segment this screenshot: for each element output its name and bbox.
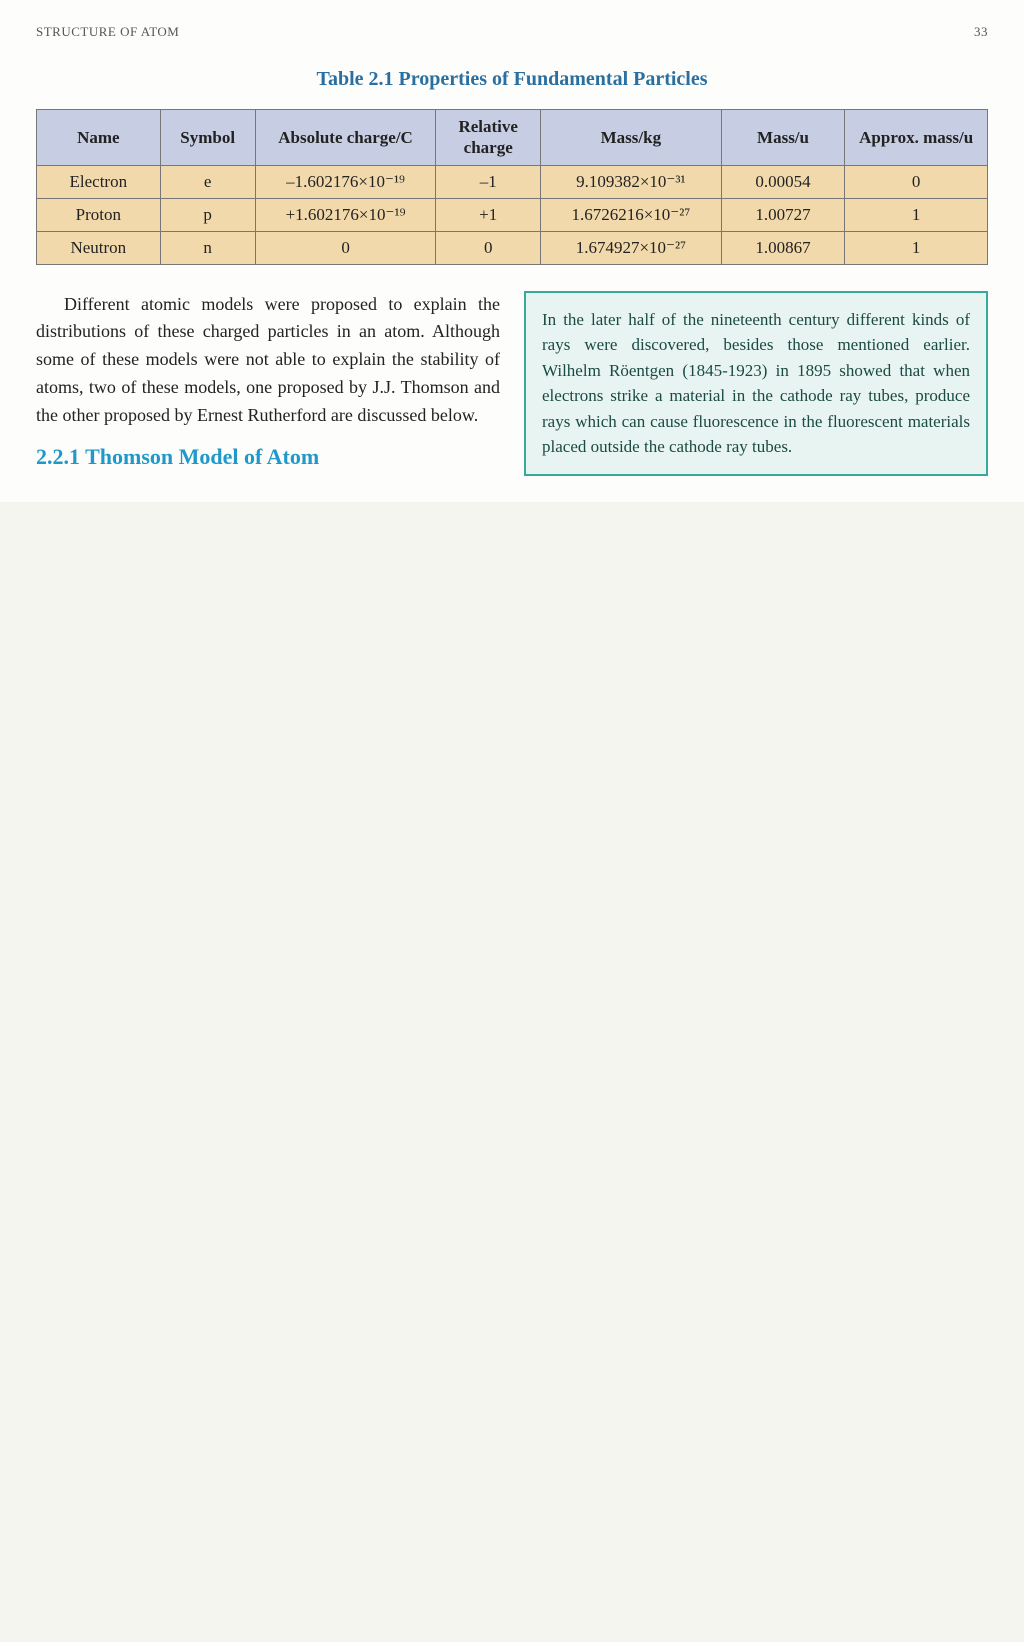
table-cell: n [160, 231, 255, 264]
table-cell: Neutron [37, 231, 161, 264]
table-header-cell: Mass/u [721, 110, 845, 166]
section-number: 2.2.1 [36, 444, 80, 469]
table-cell: 1 [845, 198, 988, 231]
page-number: 33 [974, 24, 988, 40]
callout-text: In the later half of the nineteenth cent… [542, 310, 970, 457]
table-cell: 1.6726216×10⁻²⁷ [541, 198, 722, 231]
intro-paragraph: Different atomic models were proposed to… [36, 291, 500, 430]
table-header-cell: Name [37, 110, 161, 166]
table-body: Electrone–1.602176×10⁻¹⁹–19.109382×10⁻³¹… [37, 165, 988, 264]
table-cell: –1.602176×10⁻¹⁹ [255, 165, 436, 198]
table-cell: 1.00867 [721, 231, 845, 264]
table-caption: Table 2.1 Properties of Fundamental Part… [36, 68, 988, 91]
table-header-cell: Mass/kg [541, 110, 722, 166]
particles-table: NameSymbolAbsolute charge/CRelative char… [36, 109, 988, 265]
section-heading: 2.2.1 Thomson Model of Atom [36, 444, 500, 470]
page: STRUCTURE OF ATOM 33 Table 2.1 Propertie… [0, 0, 1024, 502]
table-cell: 9.109382×10⁻³¹ [541, 165, 722, 198]
table-head: NameSymbolAbsolute charge/CRelative char… [37, 110, 988, 166]
table-header-cell: Absolute charge/C [255, 110, 436, 166]
table-cell: e [160, 165, 255, 198]
table-cell: 0.00054 [721, 165, 845, 198]
table-cell: 1.674927×10⁻²⁷ [541, 231, 722, 264]
right-column: In the later half of the nineteenth cent… [524, 291, 988, 478]
table-cell: +1.602176×10⁻¹⁹ [255, 198, 436, 231]
table-cell: Proton [37, 198, 161, 231]
running-header: STRUCTURE OF ATOM 33 [36, 24, 988, 40]
left-column: Different atomic models were proposed to… [36, 291, 500, 478]
table-header-row: NameSymbolAbsolute charge/CRelative char… [37, 110, 988, 166]
table-header-cell: Symbol [160, 110, 255, 166]
two-column-layout: Different atomic models were proposed to… [36, 291, 988, 478]
intro-text: Different atomic models were proposed to… [36, 294, 500, 426]
table-cell: 0 [436, 231, 541, 264]
table-cell: Electron [37, 165, 161, 198]
table-row: Neutronn001.674927×10⁻²⁷1.008671 [37, 231, 988, 264]
table-header-cell: Relative charge [436, 110, 541, 166]
table-cell: +1 [436, 198, 541, 231]
table-cell: 1.00727 [721, 198, 845, 231]
table-row: Electrone–1.602176×10⁻¹⁹–19.109382×10⁻³¹… [37, 165, 988, 198]
header-left: STRUCTURE OF ATOM [36, 24, 179, 40]
table-header-cell: Approx. mass/u [845, 110, 988, 166]
section-title: Thomson Model of Atom [85, 444, 319, 469]
table-cell: 0 [845, 165, 988, 198]
table-cell: 1 [845, 231, 988, 264]
callout-box: In the later half of the nineteenth cent… [524, 291, 988, 476]
table-cell: p [160, 198, 255, 231]
table-row: Protonp+1.602176×10⁻¹⁹+11.6726216×10⁻²⁷1… [37, 198, 988, 231]
table-cell: –1 [436, 165, 541, 198]
table-cell: 0 [255, 231, 436, 264]
